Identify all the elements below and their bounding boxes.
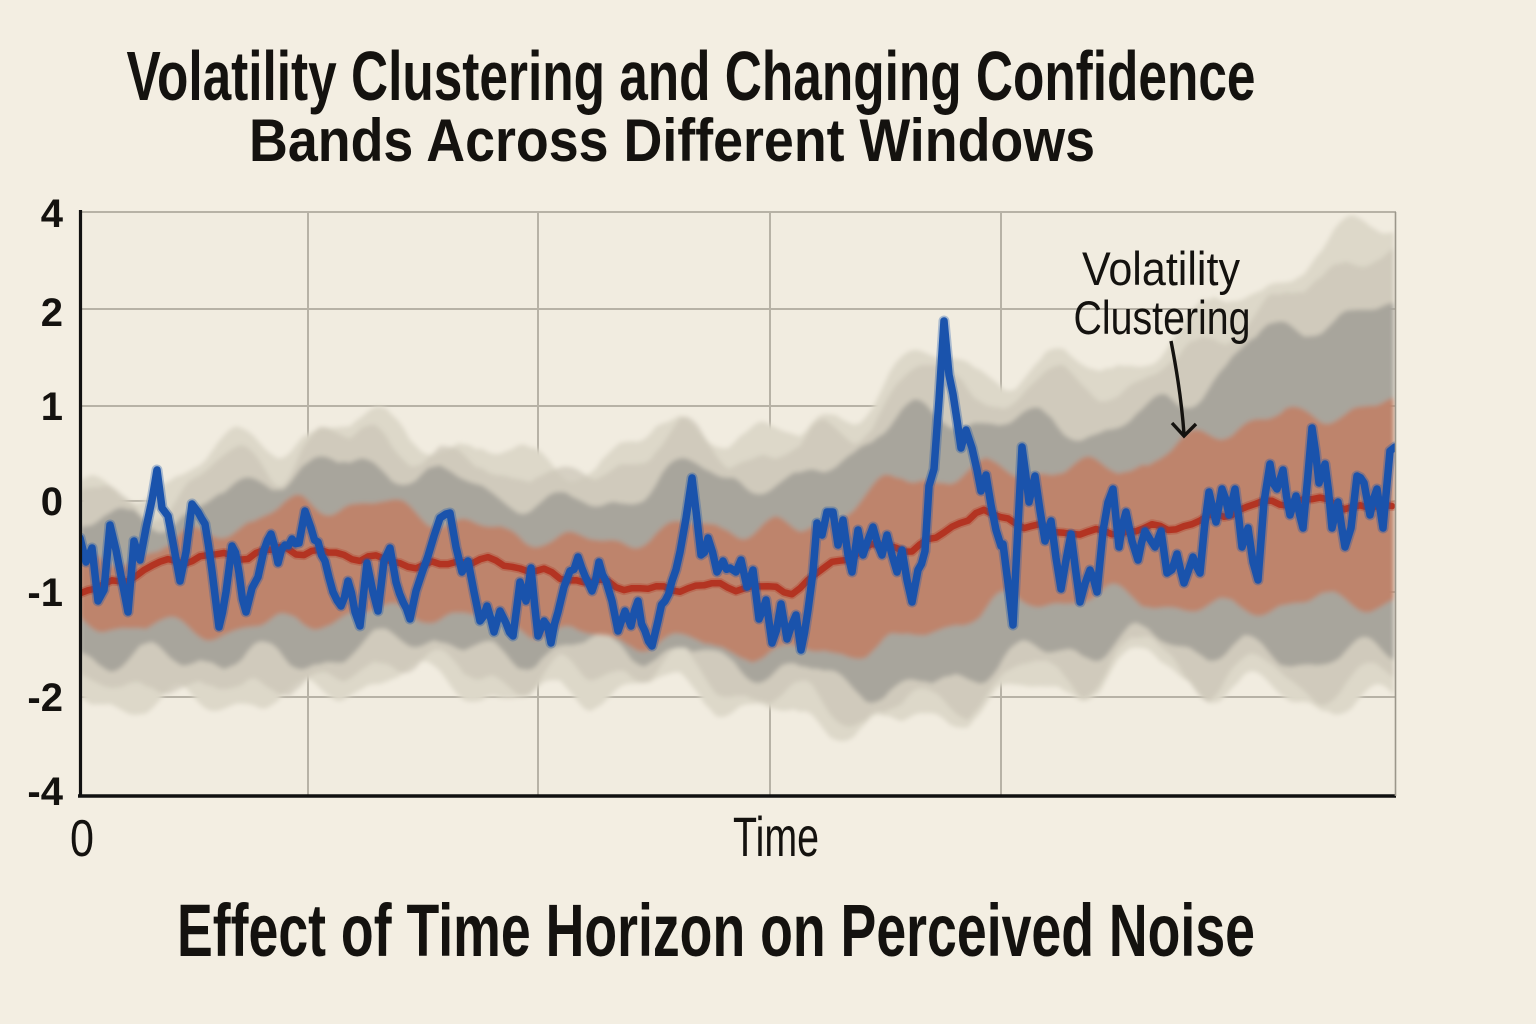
svg-text:2: 2 (41, 291, 63, 335)
svg-text:Volatility Clustering and Chan: Volatility Clustering and Changing Confi… (127, 37, 1256, 115)
svg-text:-2: -2 (27, 676, 63, 720)
svg-text:4: 4 (41, 192, 64, 236)
svg-text:-4: -4 (27, 770, 63, 814)
svg-text:-1: -1 (27, 571, 63, 615)
svg-text:0: 0 (41, 480, 63, 524)
svg-text:Time: Time (733, 805, 819, 868)
svg-text:Effect of Time Horizon on Perc: Effect of Time Horizon on Perceived Nois… (177, 889, 1255, 972)
svg-text:Volatility: Volatility (1082, 242, 1240, 295)
svg-text:1: 1 (41, 385, 63, 429)
svg-text:0: 0 (70, 810, 94, 868)
svg-text:Clustering: Clustering (1074, 291, 1251, 344)
svg-text:Bands Across Different Windows: Bands Across Different Windows (249, 107, 1095, 174)
